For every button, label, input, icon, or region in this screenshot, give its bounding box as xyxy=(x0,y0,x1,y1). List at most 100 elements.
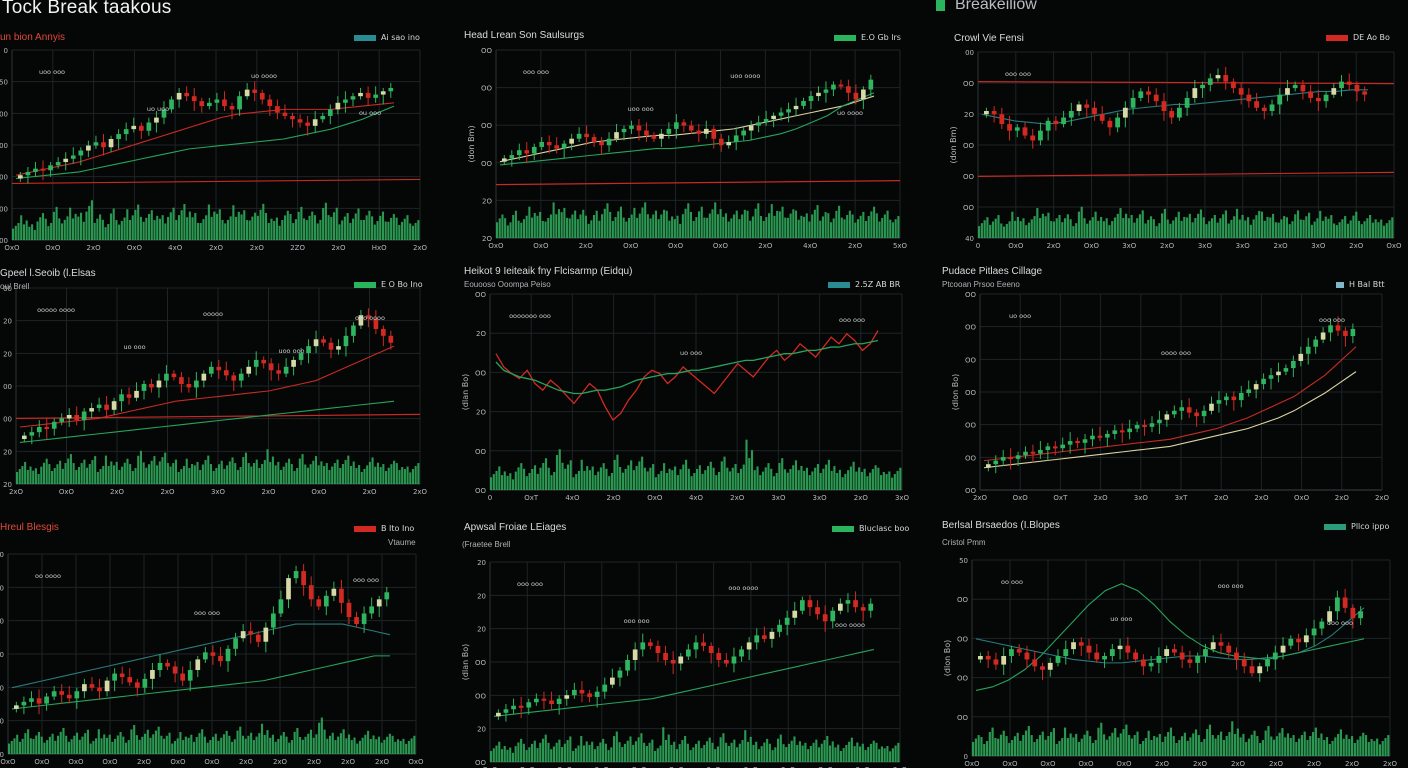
volume-bar xyxy=(374,466,377,484)
volume-bar xyxy=(1258,210,1261,238)
candle-body xyxy=(689,125,694,131)
candle-body xyxy=(670,660,676,664)
volume-bar xyxy=(1194,729,1198,756)
volume-bar xyxy=(839,751,842,762)
candle-body xyxy=(1142,425,1147,428)
volume-bar xyxy=(115,220,118,240)
candles xyxy=(18,81,394,184)
volume-bar xyxy=(96,218,99,240)
volume-bar xyxy=(1359,736,1362,756)
volume-bar xyxy=(210,216,213,240)
volume-bar xyxy=(708,737,711,762)
volume-bar xyxy=(269,462,272,484)
volume-bar xyxy=(741,740,744,762)
volume-bar xyxy=(361,737,364,754)
volume-bar xyxy=(615,731,618,762)
volume-bar xyxy=(234,463,237,484)
volume-bar xyxy=(544,458,548,490)
volume-bar xyxy=(410,738,413,754)
legend-label: H Bal Btt xyxy=(1349,280,1385,289)
y-tick-label: OO xyxy=(475,659,487,667)
volume-bar xyxy=(638,461,641,490)
candle-body xyxy=(308,585,314,600)
volume-bar xyxy=(70,739,73,754)
volume-bar xyxy=(83,459,86,484)
candle-body xyxy=(1016,649,1022,653)
volume-bar xyxy=(377,736,381,754)
candle-body xyxy=(1008,457,1013,460)
volume-bar xyxy=(1052,728,1055,756)
volume-bar xyxy=(584,215,587,238)
candle-body xyxy=(1231,81,1236,89)
chart-subtitle: Ptcooan Prsoo Eeeno xyxy=(942,280,1020,289)
volume-bar xyxy=(1230,219,1233,238)
volume-bar xyxy=(58,218,61,240)
volume-bar xyxy=(1317,738,1320,756)
chart-annotation: uoo oooo xyxy=(730,72,760,80)
volume-bar xyxy=(827,213,830,238)
volume-bar xyxy=(1036,739,1039,756)
x-tick-label: 2xO xyxy=(209,244,224,252)
volume-bar xyxy=(1206,729,1209,756)
candle-body xyxy=(248,631,254,635)
candle-body xyxy=(1238,393,1244,401)
volume-bar xyxy=(782,744,785,762)
candle-body xyxy=(321,339,326,343)
volume-bar xyxy=(991,727,994,756)
volume-bar xyxy=(593,749,596,762)
volume-bar xyxy=(105,737,109,754)
candle-body xyxy=(365,92,371,98)
volume-bar xyxy=(786,217,789,238)
chart-title: Heikot 9 Ieiteaik fny Flcisarmp (Eidqu) xyxy=(464,266,633,277)
volume-bar xyxy=(149,737,152,754)
volume-bar xyxy=(314,456,318,484)
volume-bar xyxy=(254,212,257,240)
x-tick-label: 2xO xyxy=(744,766,759,768)
y-tick-label: 00 xyxy=(0,718,4,726)
volume-bar xyxy=(401,467,404,484)
volume-bar xyxy=(409,472,412,484)
y-tick-label: 00 xyxy=(3,416,12,424)
volume-bar xyxy=(223,468,226,484)
candle-body xyxy=(1362,91,1368,95)
volume-bar xyxy=(885,474,888,490)
volume-bar xyxy=(1183,216,1186,238)
volume-bar xyxy=(252,740,255,754)
volume-bar xyxy=(1220,731,1223,756)
volume-bar xyxy=(651,739,654,762)
volume-bar xyxy=(1091,217,1094,238)
volume-bar xyxy=(53,468,56,484)
volume-bar xyxy=(1147,730,1150,756)
candle-body xyxy=(1117,645,1123,650)
volume-bar xyxy=(627,465,630,490)
legend-label: Ai sao ino xyxy=(381,33,420,42)
volume-bar xyxy=(376,462,379,484)
volume-bar xyxy=(298,458,301,484)
volume-bar xyxy=(242,457,245,484)
volume-bar xyxy=(1155,737,1159,756)
volume-bar xyxy=(1016,732,1019,756)
volume-bar xyxy=(536,748,539,762)
volume-bar xyxy=(414,222,417,240)
volume-bar xyxy=(794,460,798,490)
volume-bar xyxy=(74,213,77,240)
volume-bar xyxy=(886,746,889,762)
volume-bar xyxy=(1178,740,1181,756)
volume-bar xyxy=(391,735,394,754)
volume-bar xyxy=(346,213,349,240)
candle-body xyxy=(815,607,820,615)
volume-bar xyxy=(977,735,980,756)
candle-body xyxy=(267,99,273,107)
volume-bar xyxy=(978,226,981,238)
candle-body xyxy=(142,678,148,688)
volume-bar xyxy=(180,469,183,484)
volume-bar xyxy=(1316,218,1319,238)
candle-body xyxy=(176,92,182,100)
candle-body xyxy=(252,89,258,93)
volume-bar xyxy=(613,736,616,762)
volume-bar xyxy=(395,463,398,484)
candle-body xyxy=(1187,659,1193,663)
volume-bar xyxy=(382,464,385,484)
volume-bar xyxy=(226,465,229,484)
